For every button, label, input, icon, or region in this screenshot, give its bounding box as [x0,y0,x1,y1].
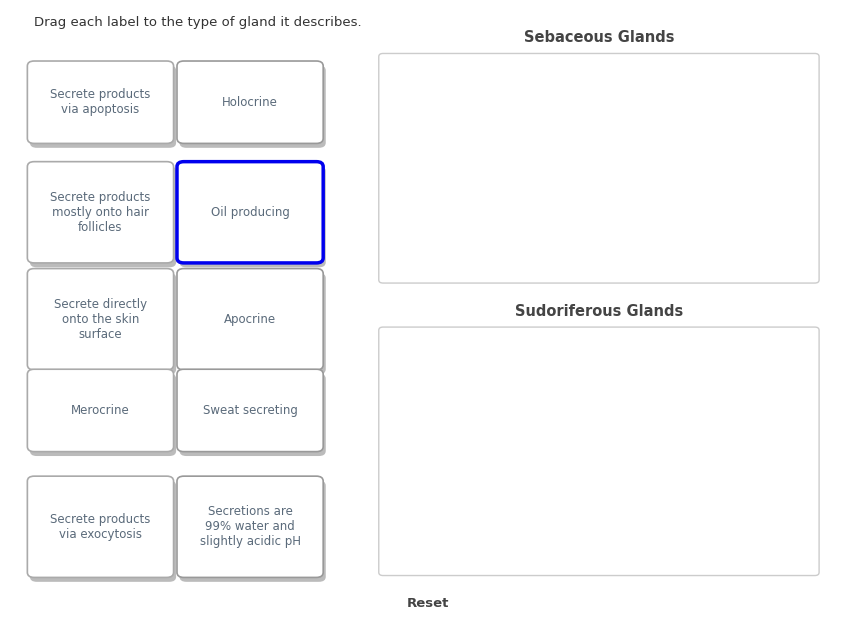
Text: Oil producing: Oil producing [210,206,290,219]
Text: Merocrine: Merocrine [71,404,130,417]
Text: Sebaceous Glands: Sebaceous Glands [523,30,675,45]
Text: Drag each label to the type of gland it describes.: Drag each label to the type of gland it … [34,16,362,29]
FancyBboxPatch shape [379,53,819,283]
FancyBboxPatch shape [30,481,176,582]
FancyBboxPatch shape [177,61,323,143]
Text: Reset: Reset [406,597,449,610]
Text: Secrete directly
onto the skin
surface: Secrete directly onto the skin surface [54,298,147,341]
FancyBboxPatch shape [30,65,176,148]
Text: Sudoriferous Glands: Sudoriferous Glands [515,304,683,319]
FancyBboxPatch shape [27,369,174,452]
FancyBboxPatch shape [30,166,176,267]
FancyBboxPatch shape [180,273,326,374]
Text: Apocrine: Apocrine [224,313,276,326]
FancyBboxPatch shape [30,374,176,456]
Text: Sweat secreting: Sweat secreting [203,404,298,417]
FancyBboxPatch shape [177,476,323,577]
FancyBboxPatch shape [27,61,174,143]
Text: Secrete products
via apoptosis: Secrete products via apoptosis [50,88,150,116]
FancyBboxPatch shape [180,374,326,456]
Text: Secrete products
via exocytosis: Secrete products via exocytosis [50,513,150,541]
FancyBboxPatch shape [30,273,176,374]
FancyBboxPatch shape [379,327,819,576]
FancyBboxPatch shape [177,369,323,452]
FancyBboxPatch shape [27,476,174,577]
Text: Secrete products
mostly onto hair
follicles: Secrete products mostly onto hair follic… [50,191,150,234]
FancyBboxPatch shape [177,162,323,263]
FancyBboxPatch shape [180,65,326,148]
Text: Secretions are
99% water and
slightly acidic pH: Secretions are 99% water and slightly ac… [199,505,301,548]
FancyBboxPatch shape [27,162,174,263]
FancyBboxPatch shape [177,269,323,370]
Text: Holocrine: Holocrine [222,96,278,109]
FancyBboxPatch shape [27,269,174,370]
FancyBboxPatch shape [180,166,326,267]
FancyBboxPatch shape [180,481,326,582]
